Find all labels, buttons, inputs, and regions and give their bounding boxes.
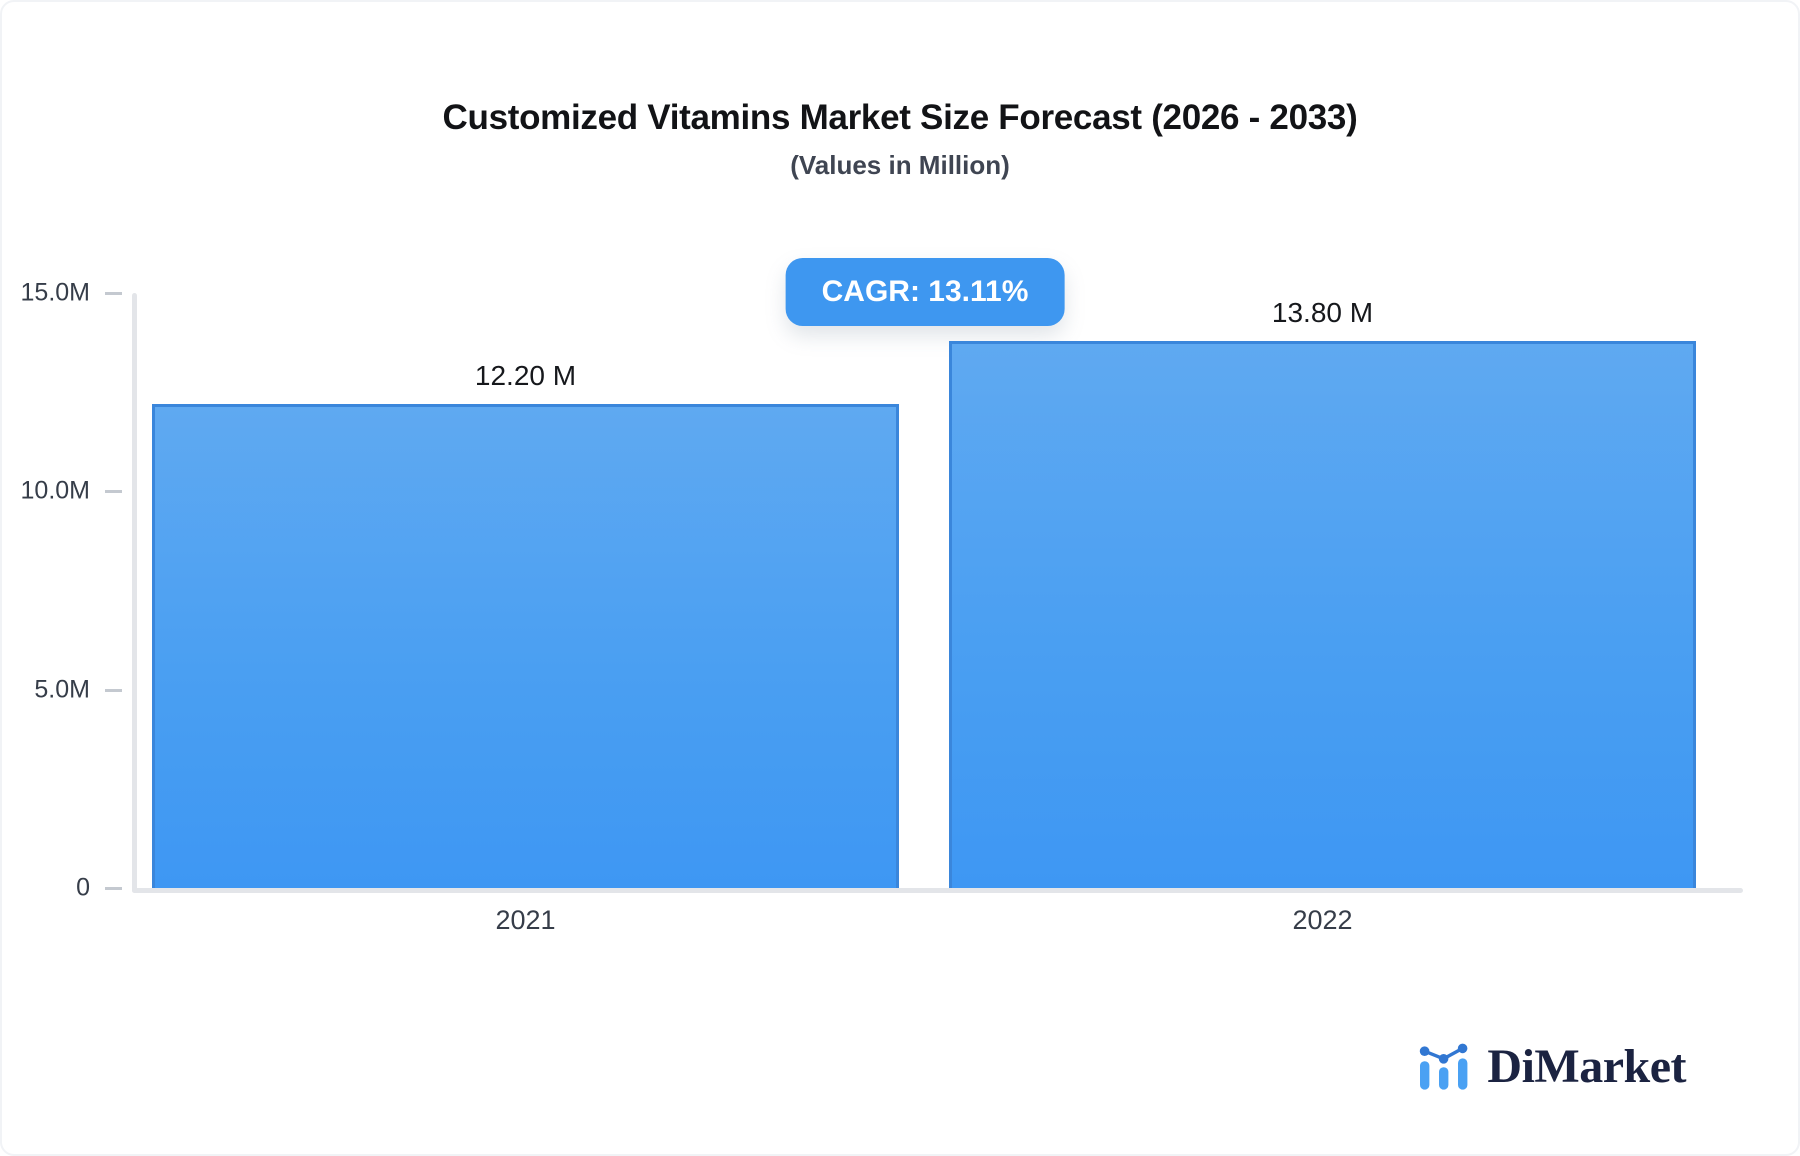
bar-2022[interactable]	[949, 340, 1696, 888]
cagr-badge: CAGR: 13.11%	[785, 258, 1065, 326]
y-axis-tick-mark	[105, 688, 122, 692]
y-axis-tick-label: 0	[76, 873, 90, 902]
x-axis-category-label: 2022	[1292, 905, 1353, 935]
y-axis-tick-label: 15.0M	[20, 278, 90, 307]
y-axis-tick-mark	[105, 490, 122, 494]
y-axis-tick-mark	[105, 292, 122, 295]
chart-subtitle: (Values in Million)	[790, 150, 1010, 180]
x-axis-line	[132, 888, 1743, 893]
brand-name: DiMarket	[1487, 1039, 1686, 1093]
y-axis-tick-mark	[105, 887, 122, 890]
x-axis-category-label: 2021	[495, 905, 556, 935]
y-axis-line	[132, 293, 137, 893]
y-axis-tick-label: 10.0M	[20, 476, 90, 505]
bar-2021[interactable]	[152, 404, 899, 888]
y-axis-tick-label: 5.0M	[34, 675, 90, 704]
bar-value-label: 13.80 M	[1271, 296, 1374, 328]
chart-title: Customized Vitamins Market Size Forecast…	[442, 98, 1358, 137]
bar-chart-logo-icon	[1420, 1043, 1468, 1090]
brand-logo: DiMarket	[1414, 1030, 1686, 1102]
bar-value-label: 12.20 M	[474, 360, 577, 392]
